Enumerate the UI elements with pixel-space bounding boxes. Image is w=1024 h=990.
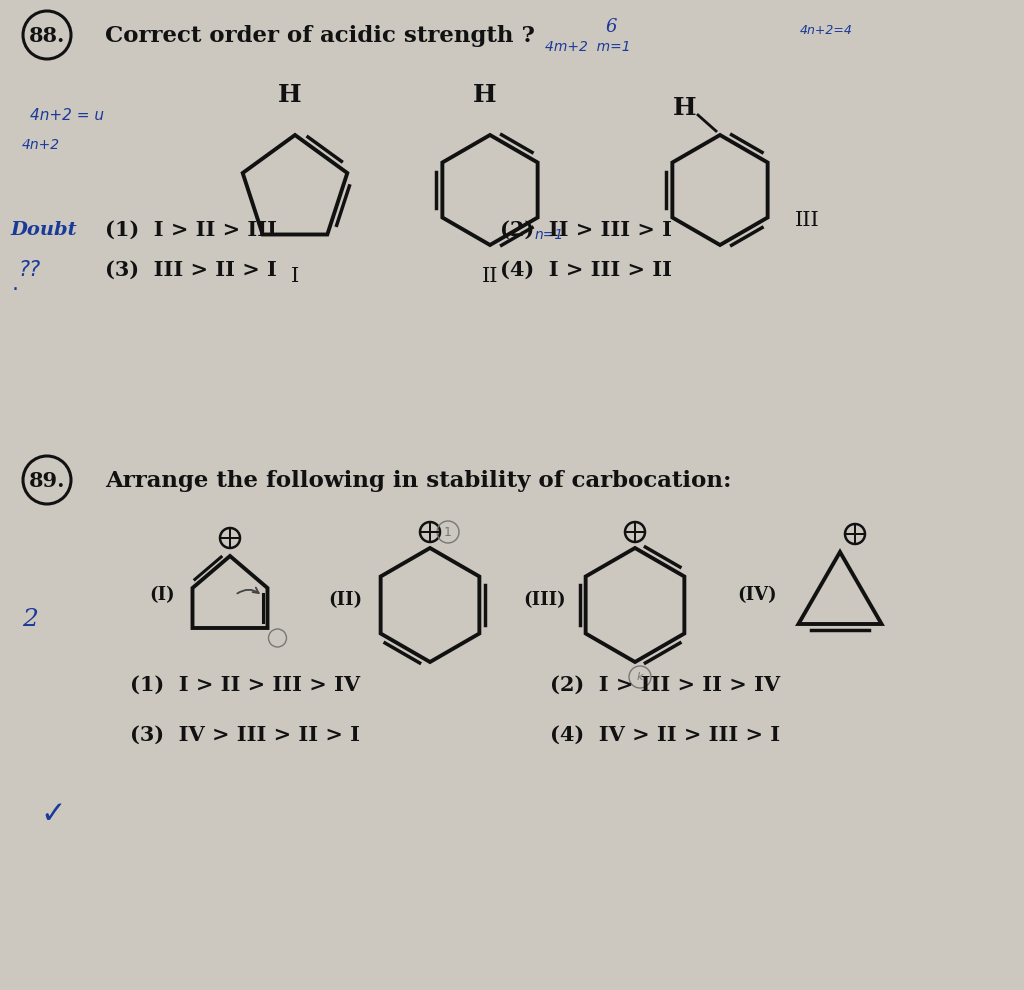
- Text: H: H: [279, 83, 302, 107]
- Text: 4n+2: 4n+2: [22, 138, 60, 152]
- Text: (4)  IV > II > III > I: (4) IV > II > III > I: [550, 725, 780, 745]
- Text: Correct order of acidic strength ?: Correct order of acidic strength ?: [105, 25, 535, 47]
- Text: 4n+2=4: 4n+2=4: [800, 24, 853, 37]
- Text: II: II: [481, 267, 499, 286]
- Text: (2)  II > III > I: (2) II > III > I: [500, 220, 672, 240]
- Text: (3)  IV > III > II > I: (3) IV > III > II > I: [130, 725, 360, 745]
- Text: 88.: 88.: [29, 26, 66, 46]
- Text: n=1: n=1: [535, 228, 564, 242]
- Text: (III): (III): [523, 591, 566, 609]
- Text: 6: 6: [605, 18, 616, 36]
- Text: (I): (I): [150, 586, 175, 604]
- Text: (1)  I > II > III: (1) I > II > III: [105, 220, 278, 240]
- Text: 2: 2: [22, 609, 38, 632]
- Text: (4)  I > III > II: (4) I > III > II: [500, 260, 672, 280]
- Text: (2)  I > III > II > IV: (2) I > III > II > IV: [550, 675, 780, 695]
- Text: (II): (II): [328, 591, 362, 609]
- Text: Arrange the following in stability of carbocation:: Arrange the following in stability of ca…: [105, 470, 731, 492]
- Text: .: .: [12, 274, 19, 294]
- Text: 4m+2  m=1: 4m+2 m=1: [545, 40, 631, 54]
- Text: H: H: [473, 83, 497, 107]
- Text: I: I: [291, 267, 299, 286]
- Text: Doubt: Doubt: [10, 221, 77, 239]
- Text: ✓: ✓: [40, 801, 66, 830]
- Text: k: k: [637, 672, 643, 682]
- Text: (1)  I > II > III > IV: (1) I > II > III > IV: [130, 675, 360, 695]
- Text: 89.: 89.: [29, 471, 66, 491]
- Text: H: H: [673, 96, 696, 120]
- Text: ??: ??: [18, 260, 40, 280]
- Text: (IV): (IV): [737, 586, 777, 604]
- Text: (3)  III > II > I: (3) III > II > I: [105, 260, 276, 280]
- Text: 4n+2 = u: 4n+2 = u: [30, 108, 104, 123]
- Text: III: III: [795, 211, 820, 230]
- Text: 1: 1: [444, 526, 452, 539]
